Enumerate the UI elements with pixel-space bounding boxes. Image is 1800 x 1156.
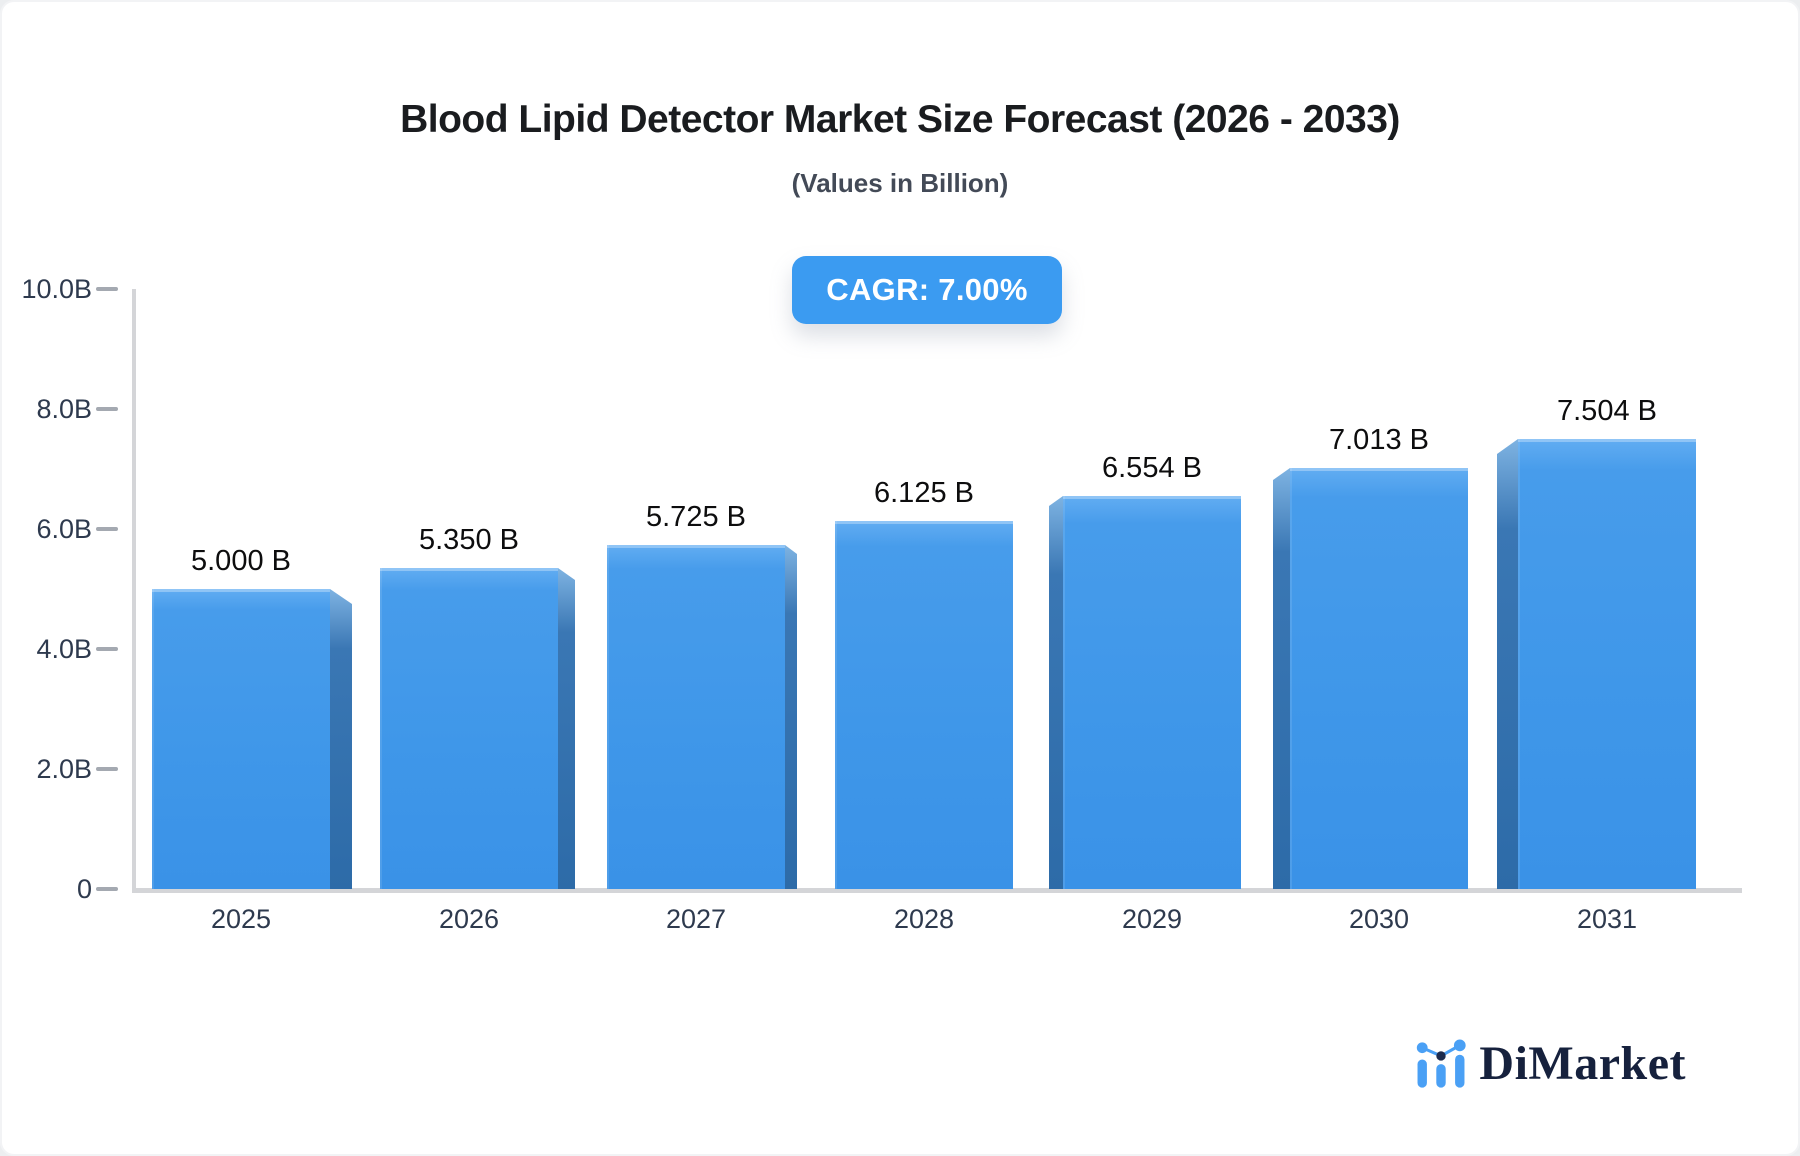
y-axis-tick-mark: [96, 887, 118, 891]
brand-logo: DiMarket: [1415, 1028, 1686, 1098]
y-axis-tick-label: 8.0B: [36, 394, 92, 424]
bar-side-face-2031: [1497, 439, 1518, 889]
bar-2031: [1518, 439, 1696, 889]
y-axis-tick-label: 6.0B: [36, 514, 92, 544]
bar-value-label: 5.000 B: [191, 545, 291, 577]
x-axis-label: 2029: [1121, 904, 1183, 934]
y-axis-tick-mark: [96, 527, 118, 531]
bar-side-face-2030: [1273, 468, 1290, 889]
y-axis-tick-mark: [96, 767, 118, 771]
y-axis-tick-label: 10.0B: [21, 274, 92, 304]
bar-2025: [152, 589, 330, 889]
bar-value-label: 5.725 B: [646, 501, 746, 533]
bar-2028: [835, 521, 1013, 889]
bar-2030: [1290, 468, 1468, 889]
bar-2026: [380, 568, 558, 889]
chart-subtitle: (Values in Billion): [791, 168, 1009, 198]
cagr-badge-label: CAGR: 7.00%: [826, 272, 1028, 307]
cagr-badge: CAGR: 7.00%: [792, 256, 1062, 324]
x-axis-label: 2031: [1576, 904, 1638, 934]
bar-2029: [1063, 496, 1241, 889]
bar-side-face-2027: [785, 545, 797, 889]
y-axis-line: [132, 289, 136, 893]
bar-side-face-2026: [558, 568, 575, 889]
x-axis-label: 2025: [210, 904, 272, 934]
x-axis-label: 2027: [665, 904, 727, 934]
y-axis-tick-mark: [96, 647, 118, 651]
y-axis-tick-label: 4.0B: [36, 634, 92, 664]
y-axis-tick-mark: [96, 287, 118, 291]
bar-2027: [607, 545, 785, 889]
y-axis-tick-label: 0: [76, 874, 92, 904]
bar-side-face-2025: [330, 589, 352, 889]
bar-value-label: 6.125 B: [874, 477, 974, 509]
bar-side-face-2029: [1049, 496, 1063, 889]
bar-value-label: 7.013 B: [1329, 424, 1429, 456]
bar-value-label: 6.554 B: [1102, 452, 1202, 484]
dimarket-logo-icon: [1415, 1036, 1467, 1090]
x-axis-line: [132, 888, 1742, 893]
y-axis-tick-mark: [96, 407, 118, 411]
chart-title: Blood Lipid Detector Market Size Forecas…: [400, 98, 1400, 141]
x-axis-label: 2026: [438, 904, 500, 934]
x-axis-label: 2028: [893, 904, 955, 934]
x-axis-label: 2030: [1348, 904, 1410, 934]
y-axis-tick-label: 2.0B: [36, 754, 92, 784]
brand-name: DiMarket: [1479, 1036, 1686, 1090]
bar-value-label: 5.350 B: [419, 524, 519, 556]
bar-value-label: 7.504 B: [1557, 395, 1657, 427]
